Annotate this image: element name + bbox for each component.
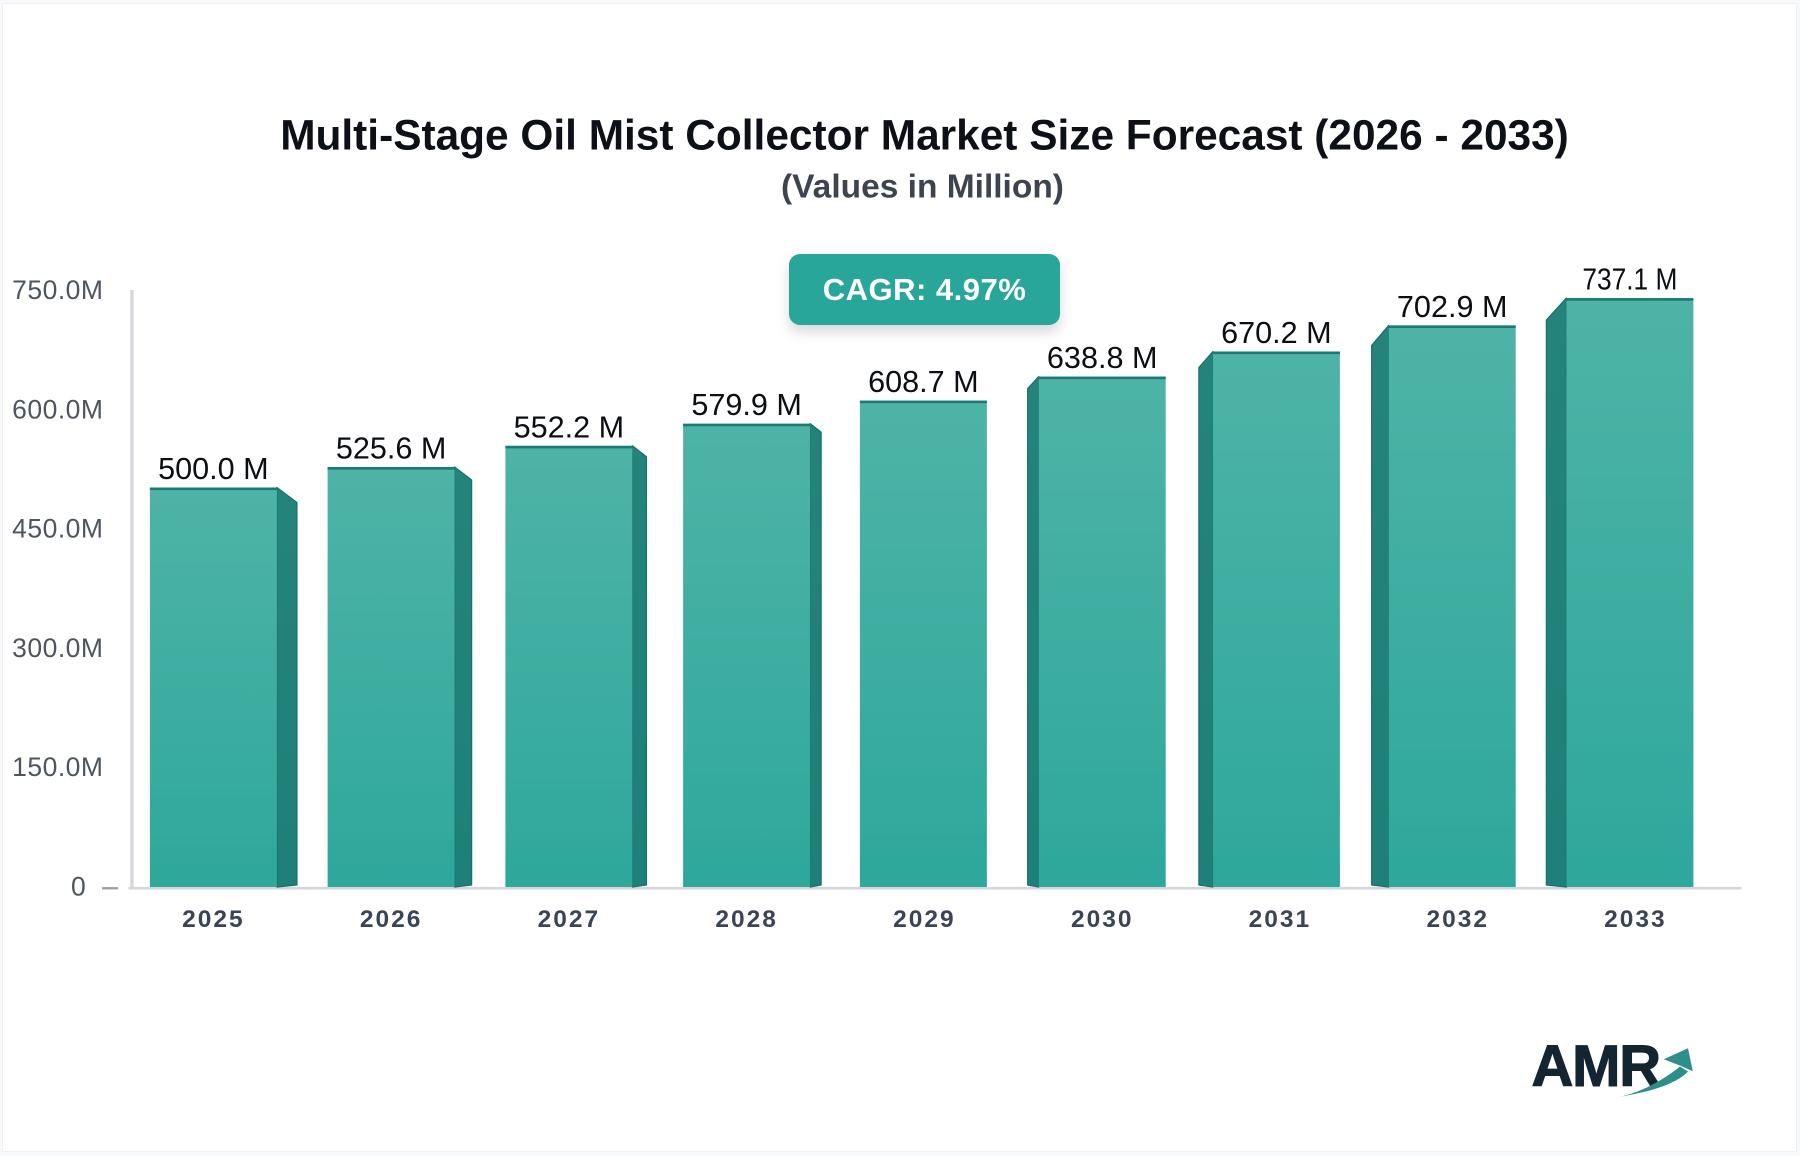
svg-text:2032: 2032	[1426, 906, 1489, 933]
svg-text:2030: 2030	[1071, 906, 1134, 933]
svg-text:2033: 2033	[1604, 906, 1667, 933]
svg-text:702.9 M: 702.9 M	[1397, 290, 1508, 324]
svg-text:608.7 M: 608.7 M	[868, 365, 979, 399]
svg-text:2027: 2027	[538, 906, 601, 933]
svg-text:2025: 2025	[182, 906, 245, 933]
svg-text:600.0M: 600.0M	[12, 394, 103, 424]
svg-text:750.0M: 750.0M	[12, 275, 103, 305]
svg-text:500.0 M: 500.0 M	[158, 452, 269, 486]
svg-text:150.0M: 150.0M	[12, 752, 103, 782]
svg-text:0: 0	[71, 872, 86, 902]
svg-text:2029: 2029	[893, 906, 956, 933]
svg-text:Multi-Stage Oil Mist Collector: Multi-Stage Oil Mist Collector Market Si…	[280, 112, 1569, 159]
svg-text:2028: 2028	[715, 906, 778, 933]
svg-text:579.9 M: 579.9 M	[691, 388, 802, 422]
svg-text:(Values in Million): (Values in Million)	[781, 169, 1064, 206]
svg-text:2031: 2031	[1249, 906, 1312, 933]
svg-text:670.2 M: 670.2 M	[1221, 316, 1332, 350]
svg-text:2026: 2026	[360, 906, 423, 933]
svg-text:450.0M: 450.0M	[12, 514, 103, 544]
svg-text:638.8 M: 638.8 M	[1047, 341, 1158, 375]
svg-text:525.6 M: 525.6 M	[336, 432, 447, 466]
svg-text:AMR: AMR	[1532, 1034, 1661, 1099]
svg-text:737.1 M: 737.1 M	[1582, 263, 1677, 297]
svg-text:552.2 M: 552.2 M	[514, 410, 625, 444]
svg-text:300.0M: 300.0M	[12, 633, 103, 663]
